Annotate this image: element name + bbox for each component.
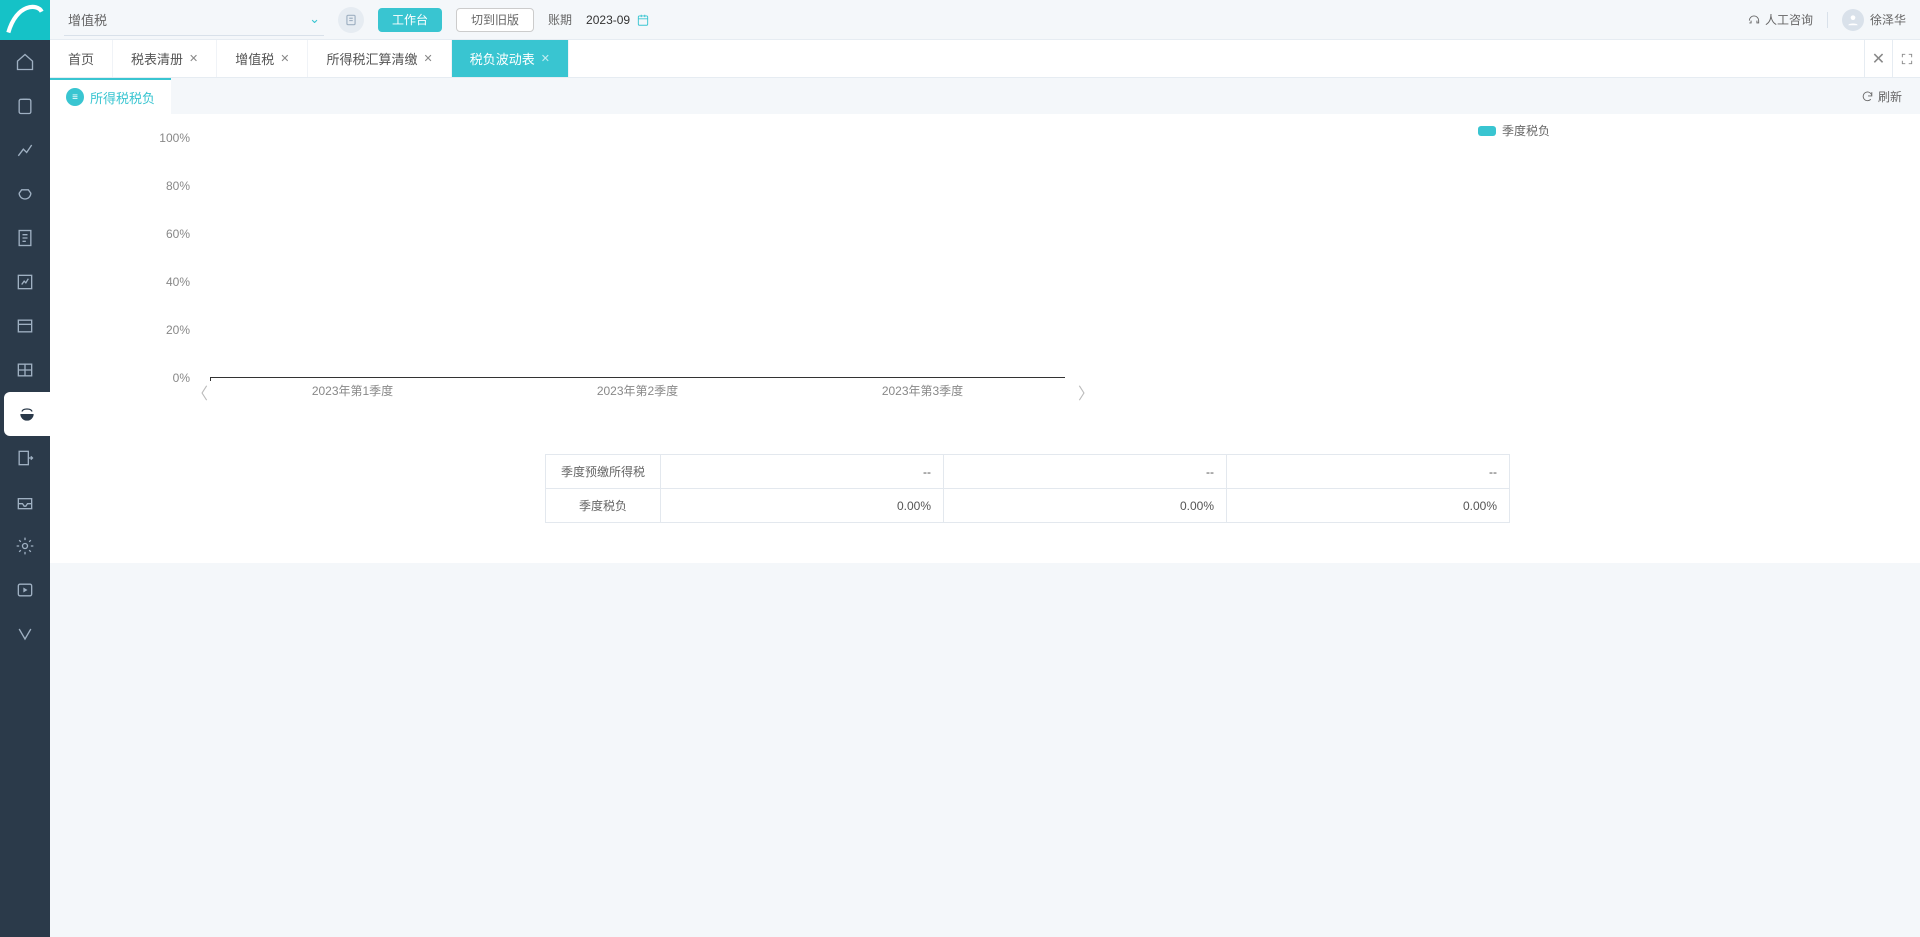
sidebar-item-clipboard[interactable] bbox=[0, 84, 50, 128]
x-tick-label: 2023年第1季度 bbox=[210, 382, 495, 399]
switch-version-button[interactable]: 切到旧版 bbox=[456, 8, 534, 32]
sub-tab-badge-icon: ≡ bbox=[66, 88, 84, 106]
table-cell: -- bbox=[944, 455, 1227, 489]
tab-close-icon[interactable]: ✕ bbox=[280, 52, 289, 65]
chart-next-button[interactable]: 〉 bbox=[1078, 380, 1094, 404]
close-all-tabs-button[interactable]: ✕ bbox=[1864, 40, 1892, 78]
sub-tab-income-tax-burden[interactable]: ≡ 所得税税负 bbox=[50, 78, 171, 114]
sidebar-item-table[interactable] bbox=[0, 348, 50, 392]
sidebar-item-moneybag[interactable] bbox=[0, 172, 50, 216]
divider bbox=[1827, 12, 1828, 28]
y-tick-label: 60% bbox=[130, 227, 190, 241]
tab-strip: 首页 税表清册 ✕ 增值税 ✕ 所得税汇算清缴 ✕ 税负波动表 ✕ ✕ bbox=[50, 40, 1920, 78]
calendar-icon bbox=[636, 13, 650, 27]
tab-所得税汇算清缴[interactable]: 所得税汇算清缴 ✕ bbox=[308, 40, 451, 77]
tab-label: 税负波动表 bbox=[470, 49, 535, 68]
chart-prev-button[interactable]: 〈 bbox=[192, 380, 208, 404]
chevron-down-icon: ⌄ bbox=[309, 11, 320, 27]
x-tick-label: 2023年第2季度 bbox=[495, 382, 780, 399]
refresh-icon bbox=[1861, 90, 1874, 103]
chart-legend: 季度税负 bbox=[1478, 122, 1550, 139]
sub-tab-row: ≡ 所得税税负 刷新 bbox=[50, 78, 1920, 114]
tax-data-table: 季度预缴所得税------季度税负0.00%0.00%0.00% bbox=[545, 454, 1510, 523]
y-tick-label: 100% bbox=[130, 131, 190, 145]
table-cell: 0.00% bbox=[1227, 489, 1510, 523]
sidebar-item-receipt[interactable] bbox=[0, 216, 50, 260]
tab-close-icon[interactable]: ✕ bbox=[424, 52, 433, 65]
company-dropdown[interactable]: 增值税 ⌄ bbox=[64, 4, 324, 36]
sidebar-item-bowl[interactable] bbox=[4, 392, 50, 436]
sidebar-item-v[interactable] bbox=[0, 612, 50, 656]
sidebar-item-play[interactable] bbox=[0, 568, 50, 612]
row-header: 季度预缴所得税 bbox=[546, 455, 661, 489]
tab-税负波动表[interactable]: 税负波动表 ✕ bbox=[452, 40, 569, 77]
sidebar-item-inbox[interactable] bbox=[0, 480, 50, 524]
table-cell: 0.00% bbox=[944, 489, 1227, 523]
support-label: 人工咨询 bbox=[1765, 11, 1813, 28]
sidebar-item-doc-out[interactable] bbox=[0, 436, 50, 480]
table-cell: -- bbox=[661, 455, 944, 489]
tab-close-icon[interactable]: ✕ bbox=[541, 52, 550, 65]
app-logo[interactable] bbox=[0, 0, 50, 40]
note-icon-button[interactable] bbox=[338, 7, 364, 33]
y-tick-label: 0% bbox=[130, 371, 190, 385]
chart-plot-area bbox=[210, 138, 1065, 378]
period-picker[interactable]: 2023-09 bbox=[586, 13, 650, 27]
tab-增值税[interactable]: 增值税 ✕ bbox=[217, 40, 308, 77]
y-tick-label: 80% bbox=[130, 179, 190, 193]
chart-card: 季度税负 0%20%40%60%80%100% 〈 〉 2023年第1季度202… bbox=[50, 114, 1920, 563]
sidebar-item-home[interactable] bbox=[0, 40, 50, 84]
workspace-button[interactable]: 工作台 bbox=[378, 8, 442, 32]
sidebar bbox=[0, 0, 50, 937]
legend-swatch bbox=[1478, 126, 1496, 136]
table-cell: -- bbox=[1227, 455, 1510, 489]
main-area: 增值税 ⌄ 工作台 切到旧版 账期 2023-09 人工咨询 徐泽华 bbox=[50, 0, 1920, 937]
headset-icon bbox=[1747, 13, 1761, 27]
tab-label: 所得税汇算清缴 bbox=[326, 49, 417, 68]
table-row: 季度预缴所得税------ bbox=[546, 455, 1510, 489]
x-tick-label: 2023年第3季度 bbox=[780, 382, 1065, 399]
sidebar-item-gear[interactable] bbox=[0, 524, 50, 568]
table-cell: 0.00% bbox=[661, 489, 944, 523]
tax-burden-chart: 季度税负 0%20%40%60%80%100% 〈 〉 2023年第1季度202… bbox=[130, 128, 1570, 408]
fullscreen-button[interactable] bbox=[1892, 40, 1920, 78]
sidebar-item-graph[interactable] bbox=[0, 260, 50, 304]
tab-label: 税表清册 bbox=[131, 49, 183, 68]
chart-x-axis: 2023年第1季度2023年第2季度2023年第3季度 bbox=[210, 382, 1065, 399]
tab-label: 首页 bbox=[68, 49, 94, 68]
tab-close-icon[interactable]: ✕ bbox=[189, 52, 198, 65]
tab-label: 增值税 bbox=[235, 49, 274, 68]
y-tick-label: 40% bbox=[130, 275, 190, 289]
tab-税表清册[interactable]: 税表清册 ✕ bbox=[113, 40, 217, 77]
user-menu[interactable]: 徐泽华 bbox=[1842, 9, 1906, 31]
refresh-label: 刷新 bbox=[1878, 88, 1902, 105]
sidebar-item-chart[interactable] bbox=[0, 128, 50, 172]
row-header: 季度税负 bbox=[546, 489, 661, 523]
avatar-icon bbox=[1842, 9, 1864, 31]
period-value: 2023-09 bbox=[586, 13, 630, 27]
top-bar: 增值税 ⌄ 工作台 切到旧版 账期 2023-09 人工咨询 徐泽华 bbox=[50, 0, 1920, 40]
sub-tab-label: 所得税税负 bbox=[90, 88, 155, 107]
content-area: ≡ 所得税税负 刷新 季度税负 0% 20% 40% 60% 80% 100% 〈 bbox=[50, 78, 1920, 937]
y-tick-label: 20% bbox=[130, 323, 190, 337]
support-link[interactable]: 人工咨询 bbox=[1747, 11, 1813, 28]
username: 徐泽华 bbox=[1870, 11, 1906, 28]
chart-y-axis: 0%20%40%60%80%100% bbox=[130, 138, 190, 378]
tab-首页[interactable]: 首页 bbox=[50, 40, 113, 77]
dropdown-label: 增值税 bbox=[68, 10, 107, 29]
legend-label: 季度税负 bbox=[1502, 122, 1550, 139]
table-row: 季度税负0.00%0.00%0.00% bbox=[546, 489, 1510, 523]
refresh-button[interactable]: 刷新 bbox=[1861, 88, 1902, 105]
period-prefix: 账期 bbox=[548, 11, 572, 28]
sidebar-item-form[interactable] bbox=[0, 304, 50, 348]
